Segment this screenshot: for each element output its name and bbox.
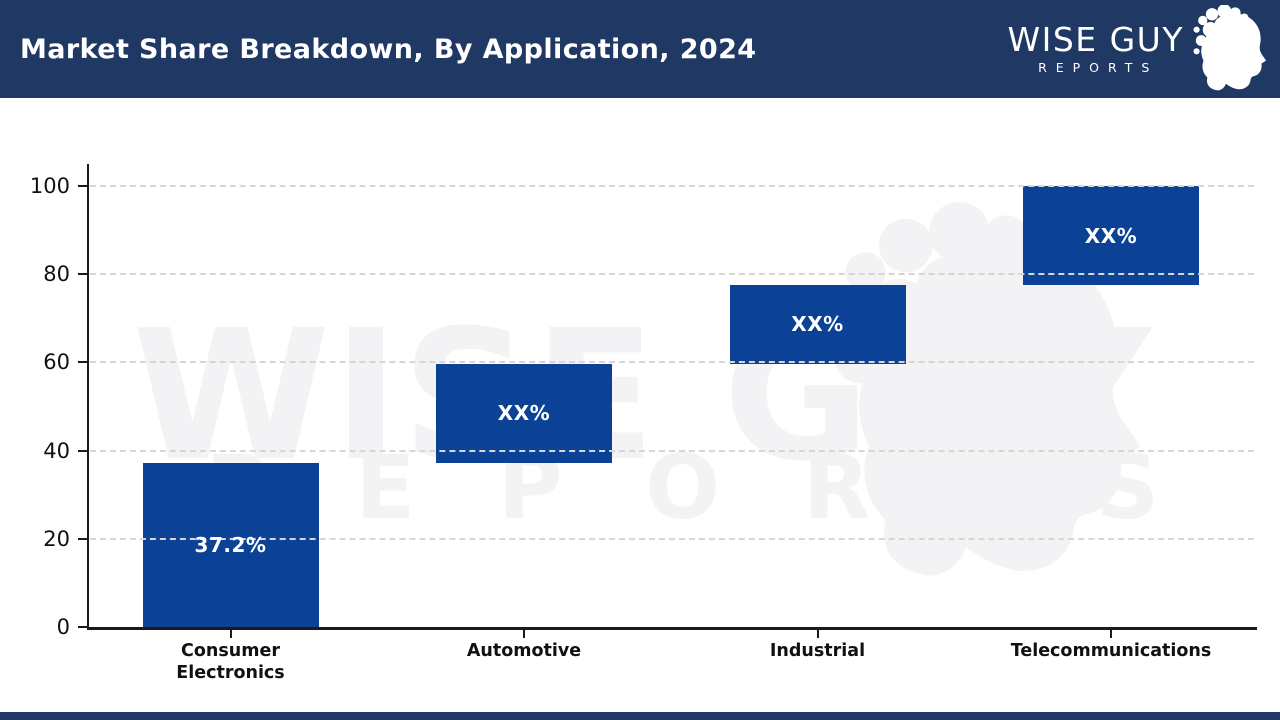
y-tick-40 [78,449,88,452]
x-category-label: Consumer Electronics [176,641,285,683]
bar-value-label: XX% [791,312,844,337]
bar-value-label: XX% [1084,223,1138,248]
gridline-100 [90,185,1254,187]
bar-automotive[interactable] [436,363,612,463]
x-category-label: Industrial [769,641,866,661]
y-tick-label-60: 60 [43,350,70,375]
x-category-label: Telecommunications [1010,641,1212,661]
header: Market Share Breakdown, By Application, … [0,0,1280,98]
brand-name: WISE GUY [1007,20,1184,59]
footer-bar [0,712,1280,720]
bar-value-label: 37.2% [194,532,267,557]
x-tick-3 [1110,630,1112,638]
bar-consumer-electronics[interactable] [142,462,319,627]
y-tick-label-0: 0 [56,615,70,639]
x-category-label: Automotive [466,641,582,661]
y-tick-label-20: 20 [43,526,70,551]
bar-telecommunications[interactable] [1023,186,1199,286]
brand-face-icon [1193,5,1267,91]
x-tick-0 [229,630,232,638]
gridline-40 [90,449,1254,452]
y-tick-label-40: 40 [43,438,70,463]
watermark-face-icon [825,201,1141,576]
y-tick-label-80: 80 [43,262,70,287]
x-tick-1 [523,630,525,638]
y-tick-20 [78,537,88,540]
gridline-80 [90,273,1254,276]
bar-industrial[interactable] [729,285,906,364]
y-tick-60 [78,361,88,364]
brand-logo: WISE GUY REPORTS [1007,5,1270,93]
brand-subtitle: REPORTS [1038,60,1159,75]
y-axis-line [87,164,89,630]
gridline-20 [90,537,1254,540]
gridline-60 [90,361,1254,364]
y-tick-100 [78,185,88,187]
x-axis-line [87,627,1257,630]
bar-value-label: XX% [497,401,551,426]
x-tick-2 [816,630,819,638]
y-tick-label-100: 100 [29,174,70,198]
brand-logo-text: WISE GUY REPORTS [1007,23,1184,75]
y-tick-0 [78,626,88,628]
y-tick-80 [78,273,88,276]
chart-title: Market Share Breakdown, By Application, … [20,33,757,65]
